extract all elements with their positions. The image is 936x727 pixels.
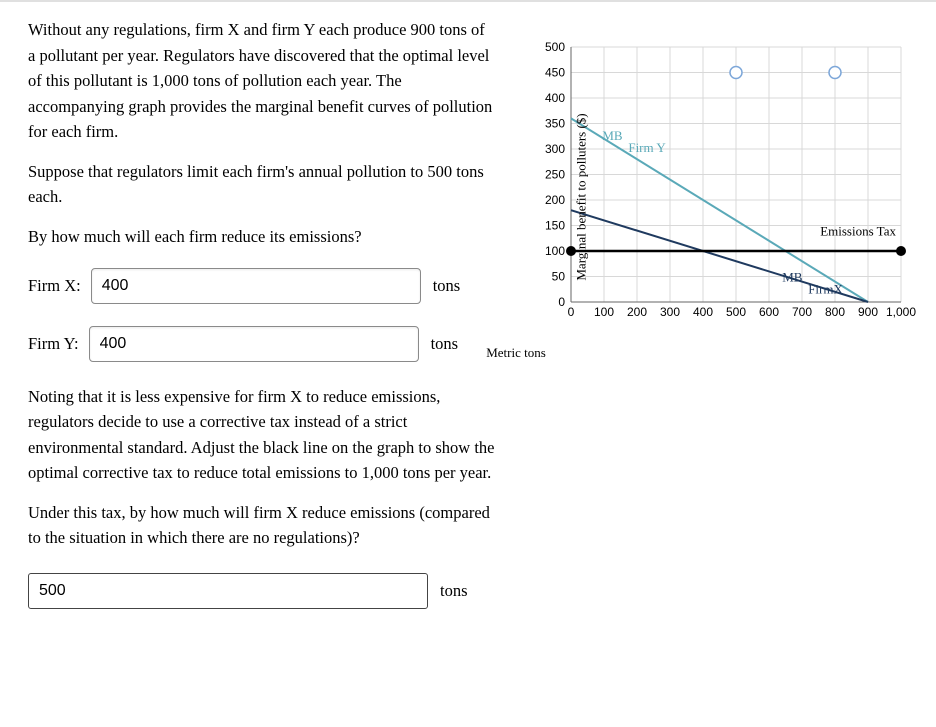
svg-text:800: 800 — [825, 305, 845, 319]
svg-text:50: 50 — [552, 270, 566, 284]
svg-text:FirmX: FirmX — [808, 282, 843, 297]
svg-text:400: 400 — [545, 91, 565, 105]
svg-text:300: 300 — [545, 142, 565, 156]
y-axis-title: Marginal benefit to polluters ($) — [574, 113, 590, 280]
svg-text:250: 250 — [545, 168, 565, 182]
final-input[interactable] — [28, 573, 428, 609]
firm-x-label: Firm X: — [28, 276, 81, 296]
firm-x-unit: tons — [433, 276, 461, 296]
chart-container: Marginal benefit to polluters ($) 0 50 100… — [516, 37, 916, 357]
svg-text:900: 900 — [858, 305, 878, 319]
paragraph-4: Noting that it is less expensive for fir… — [28, 384, 496, 486]
svg-text:1,000: 1,000 — [886, 305, 916, 319]
paragraph-2: Suppose that regulators limit each firm'… — [28, 159, 496, 210]
paragraph-1: Without any regulations, firm X and firm… — [28, 17, 496, 145]
svg-text:MB: MB — [602, 128, 623, 143]
paragraph-5: Under this tax, by how much will firm X … — [28, 500, 496, 551]
svg-text:500: 500 — [726, 305, 746, 319]
final-unit: tons — [440, 581, 468, 601]
svg-text:Emissions Tax: Emissions Tax — [820, 224, 896, 239]
tax-handle-right[interactable] — [896, 246, 906, 256]
svg-text:500: 500 — [545, 40, 565, 54]
svg-text:400: 400 — [693, 305, 713, 319]
svg-text:Firm Y: Firm Y — [628, 140, 666, 155]
svg-text:200: 200 — [545, 193, 565, 207]
question-column: Without any regulations, firm X and firm… — [28, 17, 516, 712]
svg-text:100: 100 — [545, 244, 565, 258]
svg-text:0: 0 — [568, 305, 575, 319]
svg-text:0: 0 — [558, 295, 565, 309]
drag-handle-1[interactable] — [829, 67, 841, 79]
svg-text:600: 600 — [759, 305, 779, 319]
svg-text:450: 450 — [545, 66, 565, 80]
drag-handle-0[interactable] — [730, 67, 742, 79]
svg-text:350: 350 — [545, 117, 565, 131]
firm-y-label: Firm Y: — [28, 334, 79, 354]
final-row: tons — [28, 573, 496, 609]
chart-column: Marginal benefit to polluters ($) 0 50 100… — [516, 17, 916, 712]
firm-x-row: Firm X: tons — [28, 268, 496, 304]
svg-text:150: 150 — [545, 219, 565, 233]
svg-text:MB: MB — [782, 270, 803, 285]
svg-text:200: 200 — [627, 305, 647, 319]
svg-text:700: 700 — [792, 305, 812, 319]
firm-x-input[interactable] — [91, 268, 421, 304]
svg-text:300: 300 — [660, 305, 680, 319]
svg-text:100: 100 — [594, 305, 614, 319]
page-root: Without any regulations, firm X and firm… — [0, 0, 936, 727]
x-axis-title: Metric tons — [316, 345, 716, 361]
paragraph-3: By how much will each firm reduce its em… — [28, 224, 496, 250]
